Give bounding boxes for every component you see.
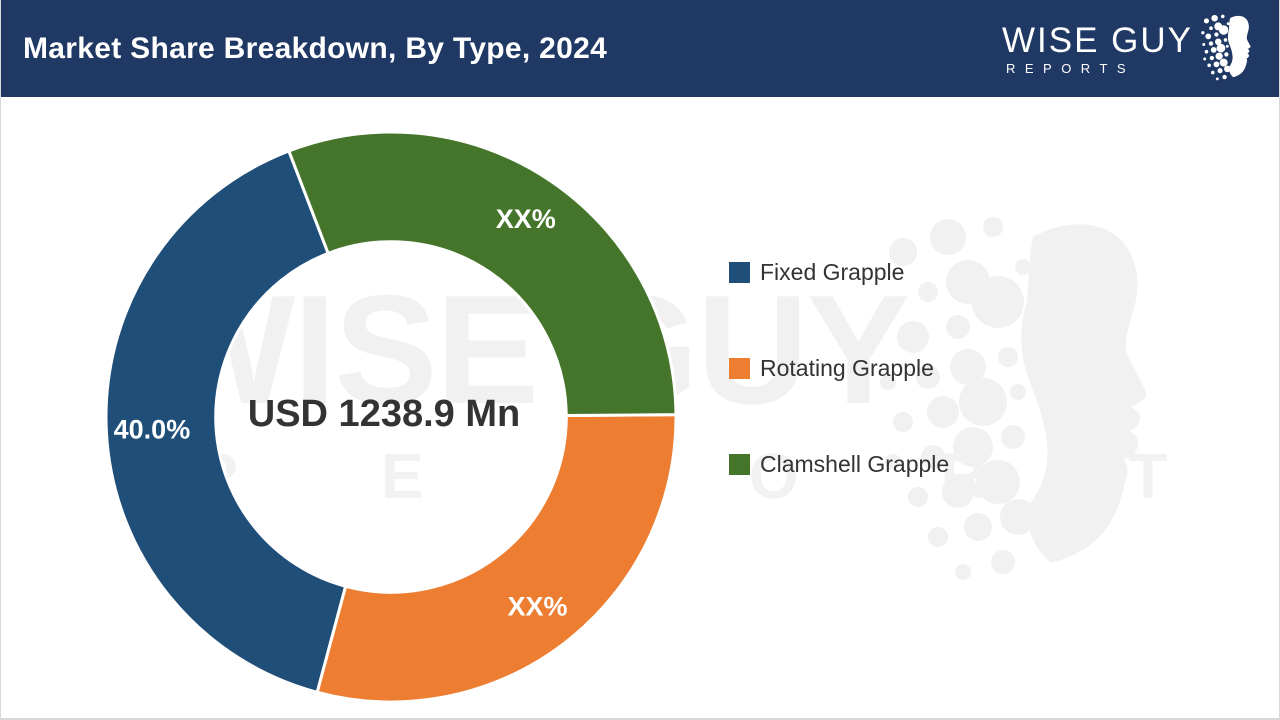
slice-percentage-label: 40.0% (114, 415, 191, 445)
legend-label: Clamshell Grapple (760, 451, 950, 477)
legend-swatch (729, 358, 750, 379)
face-profile (1227, 15, 1251, 77)
legend-item: Fixed Grapple (729, 259, 949, 286)
donut-slices (104, 130, 678, 704)
logo-subtitle: REPORTS (1005, 60, 1136, 76)
face-dots (1201, 14, 1231, 80)
logo-wordmark: WISE GUY (1001, 20, 1193, 60)
legend-label: Rotating Grapple (760, 355, 934, 381)
donut-slice-rotating-grapple (315, 413, 678, 704)
legend-item: Clamshell Grapple (729, 451, 949, 478)
wiseguy-face-icon (1201, 14, 1251, 80)
legend-label: Fixed Grapple (760, 259, 905, 285)
donut-chart: 40.0% XX% XX% USD 1238.9 Mn (104, 130, 678, 704)
donut-slice-labels: 40.0% XX% XX% (114, 204, 568, 621)
donut-slice-clamshell-grapple (287, 130, 678, 418)
legend-swatch (729, 262, 750, 283)
legend: Fixed Grapple Rotating Grapple Clamshell G… (729, 259, 949, 547)
donut-slice-fixed-grapple (104, 149, 348, 694)
slice-percentage-label: XX% (496, 204, 556, 234)
legend-swatch (729, 454, 750, 475)
slice-percentage-label: XX% (508, 591, 568, 621)
legend-item: Rotating Grapple (729, 355, 949, 382)
wiseguy-logo-text: WISE GUY REPORTS (1002, 23, 1193, 75)
page-title: Market Share Breakdown, By Type, 2024 (23, 31, 608, 65)
wiseguy-logo: WISE GUY REPORTS (1002, 11, 1259, 87)
center-value-label: USD 1238.9 Mn (248, 393, 520, 435)
header: Market Share Breakdown, By Type, 2024 WI… (1, 0, 1279, 97)
